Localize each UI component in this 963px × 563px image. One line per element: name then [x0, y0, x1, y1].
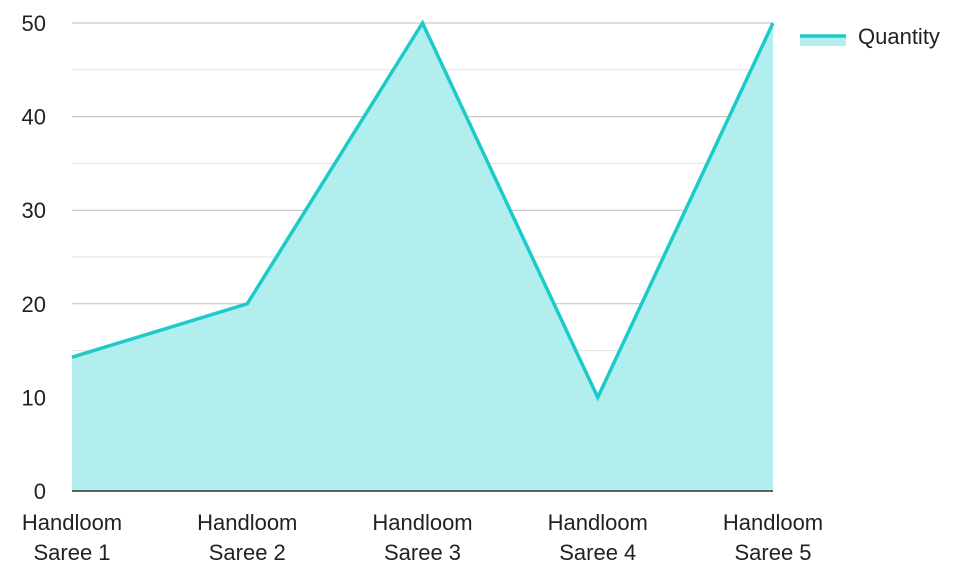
x-tick-label: Handloom Saree 1: [22, 510, 122, 563]
x-tick-label: Handloom Saree 2: [197, 510, 297, 563]
x-tick-label-line: Saree 1: [33, 540, 110, 563]
x-tick-label-line: Handloom: [548, 510, 648, 535]
y-tick-label: 50: [22, 11, 46, 36]
y-axis-ticks: 0 10 20 30 40 50: [22, 11, 46, 504]
x-tick-label-line: Saree 5: [734, 540, 811, 563]
x-tick-label-line: Handloom: [197, 510, 297, 535]
y-tick-label: 10: [22, 385, 46, 410]
legend-item-quantity: Quantity: [800, 24, 940, 49]
y-tick-label: 20: [22, 292, 46, 317]
area-fill-quantity: [72, 23, 773, 491]
x-tick-label: Handloom Saree 3: [372, 510, 472, 563]
area-series: [71, 19, 775, 491]
x-tick-label-line: Handloom: [372, 510, 472, 535]
x-tick-label-line: Handloom: [723, 510, 823, 535]
x-tick-label-line: Handloom: [22, 510, 122, 535]
x-tick-label-line: Saree 3: [384, 540, 461, 563]
y-tick-label: 0: [34, 479, 46, 504]
y-tick-label: 40: [22, 105, 46, 130]
y-tick-label: 30: [22, 198, 46, 223]
x-tick-label-line: Saree 4: [559, 540, 636, 563]
x-tick-label-line: Saree 2: [209, 540, 286, 563]
x-axis-ticks: Handloom Saree 1 Handloom Saree 2 Handloom Sa…: [22, 510, 823, 563]
legend-swatch-fill: [800, 36, 846, 46]
legend-label: Quantity: [858, 24, 940, 49]
x-tick-label: Handloom Saree 5: [723, 510, 823, 563]
x-tick-label: Handloom Saree 4: [548, 510, 648, 563]
legend: Quantity: [800, 24, 940, 49]
